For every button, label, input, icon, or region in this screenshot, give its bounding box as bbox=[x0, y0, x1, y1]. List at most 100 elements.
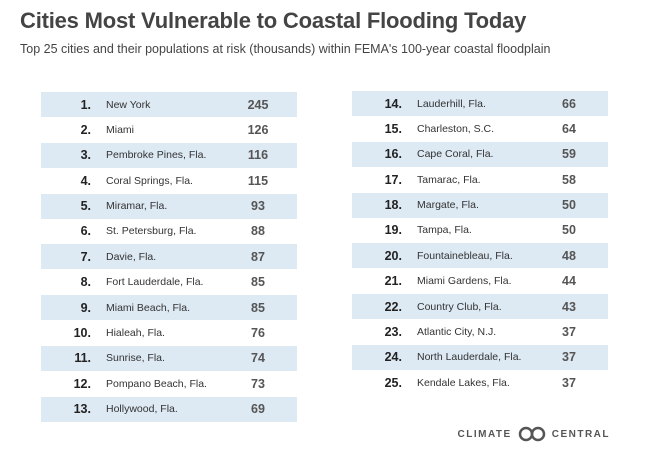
city-name: Fountainebleau, Fla. bbox=[417, 249, 513, 262]
city-population: 50 bbox=[562, 198, 576, 213]
city-name: Lauderhill, Fla. bbox=[417, 97, 486, 110]
city-name: Country Club, Fla. bbox=[417, 300, 502, 313]
city-population: 50 bbox=[562, 223, 576, 238]
city-row: 18. Margate, Fla. 50 bbox=[352, 192, 608, 218]
city-name: Hollywood, Fla. bbox=[106, 403, 178, 416]
city-population: 87 bbox=[251, 249, 265, 264]
city-population: 64 bbox=[562, 121, 576, 136]
city-rank: 13. bbox=[73, 402, 91, 417]
city-name: Tamarac, Fla. bbox=[417, 173, 481, 186]
city-name: Kendale Lakes, Fla. bbox=[417, 376, 510, 389]
city-name: Fort Lauderdale, Fla. bbox=[106, 276, 204, 289]
rank-column-left: 1. New York 245 2. Miami 126 3. Pembroke Pines,… bbox=[41, 92, 297, 422]
city-rank: 6. bbox=[80, 224, 91, 239]
city-row: 16. Cape Coral, Fla. 59 bbox=[352, 141, 608, 167]
city-rank: 18. bbox=[384, 198, 402, 213]
city-population: 245 bbox=[247, 97, 269, 112]
city-rank: 1. bbox=[80, 97, 91, 112]
city-population: 48 bbox=[562, 248, 576, 263]
city-row: 2. Miami 126 bbox=[41, 117, 297, 142]
city-row: 20. Fountainebleau, Fla. 48 bbox=[352, 243, 608, 269]
city-rank: 24. bbox=[384, 350, 402, 365]
city-population: 74 bbox=[251, 351, 265, 366]
city-name: North Lauderdale, Fla. bbox=[417, 351, 522, 364]
city-name: Atlantic City, N.J. bbox=[417, 326, 497, 339]
city-row: 1. New York 245 bbox=[41, 92, 297, 117]
city-population: 69 bbox=[251, 402, 265, 417]
city-name: Hialeah, Fla. bbox=[106, 327, 165, 340]
city-name: Cape Coral, Fla. bbox=[417, 148, 494, 161]
city-rank: 21. bbox=[384, 274, 402, 289]
city-name: New York bbox=[106, 98, 151, 111]
city-population: 76 bbox=[251, 326, 265, 341]
city-population: 73 bbox=[251, 376, 265, 391]
city-row: 24. North Lauderdale, Fla. 37 bbox=[352, 344, 608, 370]
city-name: St. Petersburg, Fla. bbox=[106, 225, 197, 238]
city-rank: 19. bbox=[384, 223, 402, 238]
city-name: Miami bbox=[106, 123, 134, 136]
city-rank: 2. bbox=[80, 122, 91, 137]
city-population: 85 bbox=[251, 275, 265, 290]
city-row: 3. Pembroke Pines, Fla. 116 bbox=[41, 142, 297, 168]
city-rank: 5. bbox=[80, 199, 91, 214]
city-population: 93 bbox=[251, 199, 265, 214]
city-rank: 7. bbox=[80, 249, 91, 264]
city-population: 126 bbox=[247, 122, 269, 137]
city-rank: 9. bbox=[80, 300, 91, 315]
city-name: Charleston, S.C. bbox=[417, 122, 495, 135]
city-name: Miramar, Fla. bbox=[106, 200, 168, 213]
city-population: 37 bbox=[562, 325, 576, 340]
city-row: 11. Sunrise, Fla. 74 bbox=[41, 345, 297, 371]
logo-text-right: CENTRAL bbox=[551, 428, 610, 440]
logo-text-left: CLIMATE bbox=[457, 428, 512, 440]
city-row: 21. Miami Gardens, Fla. 44 bbox=[352, 269, 608, 294]
city-rank: 4. bbox=[80, 173, 91, 188]
page-title: Cities Most Vulnerable to Coastal Floodi… bbox=[20, 8, 527, 33]
city-row: 15. Charleston, S.C. 64 bbox=[352, 116, 608, 141]
city-row: 25. Kendale Lakes, Fla. 37 bbox=[352, 370, 608, 395]
city-population: 85 bbox=[251, 300, 265, 315]
city-name: Margate, Fla. bbox=[417, 199, 479, 212]
city-rank: 16. bbox=[384, 147, 402, 162]
city-population: 88 bbox=[251, 224, 265, 239]
city-name: Miami Beach, Fla. bbox=[106, 301, 191, 314]
city-rank: 11. bbox=[74, 351, 91, 366]
rank-column-right: 14. Lauderhill, Fla. 66 15. Charleston, S.C.… bbox=[352, 91, 608, 396]
climate-central-logo: CLIMATE CENTRAL bbox=[458, 426, 610, 442]
city-row: 6. St. Petersburg, Fla. 88 bbox=[41, 219, 297, 244]
city-row: 5. Miramar, Fla. 93 bbox=[41, 193, 297, 219]
page-subtitle: Top 25 cities and their populations at r… bbox=[20, 42, 551, 56]
city-row: 13. Hollywood, Fla. 69 bbox=[41, 396, 297, 422]
city-row: 19. Tampa, Fla. 50 bbox=[352, 218, 608, 243]
city-row: 17. Tamarac, Fla. 58 bbox=[352, 167, 608, 192]
city-rank: 14. bbox=[384, 96, 402, 111]
city-rank: 3. bbox=[80, 148, 91, 163]
city-population: 37 bbox=[562, 350, 576, 365]
city-population: 58 bbox=[562, 172, 576, 187]
city-name: Davie, Fla. bbox=[106, 250, 157, 263]
interlocking-rings-icon bbox=[518, 426, 545, 442]
city-row: 12. Pompano Beach, Fla. 73 bbox=[41, 371, 297, 396]
city-name: Miami Gardens, Fla. bbox=[417, 275, 512, 288]
city-population: 116 bbox=[247, 148, 269, 163]
city-population: 43 bbox=[562, 299, 576, 314]
city-population: 44 bbox=[562, 274, 576, 289]
city-rank: 23. bbox=[384, 325, 402, 340]
city-row: 4. Coral Springs, Fla. 115 bbox=[41, 168, 297, 193]
city-row: 22. Country Club, Fla. 43 bbox=[352, 294, 608, 320]
city-rank: 22. bbox=[384, 299, 402, 314]
city-rank: 20. bbox=[384, 248, 402, 263]
city-name: Pompano Beach, Fla. bbox=[106, 377, 207, 390]
city-rank: 15. bbox=[384, 121, 402, 136]
city-name: Tampa, Fla. bbox=[417, 224, 472, 237]
city-rank: 17. bbox=[384, 172, 402, 187]
city-row: 9. Miami Beach, Fla. 85 bbox=[41, 295, 297, 321]
city-row: 23. Atlantic City, N.J. 37 bbox=[352, 320, 608, 345]
city-row: 8. Fort Lauderdale, Fla. 85 bbox=[41, 270, 297, 295]
city-name: Sunrise, Fla. bbox=[106, 352, 165, 365]
city-row: 10. Hialeah, Fla. 76 bbox=[41, 321, 297, 346]
city-row: 14. Lauderhill, Fla. 66 bbox=[352, 91, 608, 116]
city-row: 7. Davie, Fla. 87 bbox=[41, 244, 297, 270]
city-rank: 12. bbox=[73, 376, 91, 391]
city-rank: 8. bbox=[80, 275, 91, 290]
